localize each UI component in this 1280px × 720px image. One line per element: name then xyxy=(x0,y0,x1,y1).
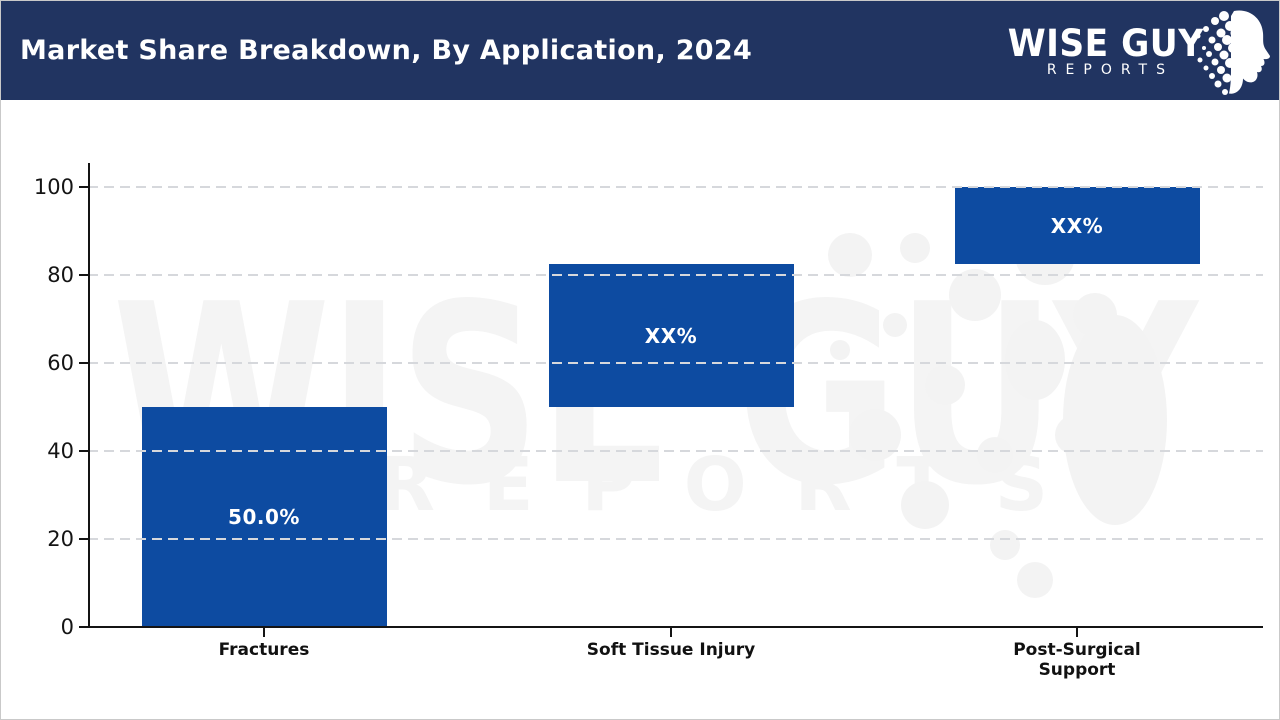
wiseguy-face-icon xyxy=(1195,10,1270,95)
bar-value-label: XX% xyxy=(1050,213,1104,238)
y-axis-tick xyxy=(79,626,88,628)
logo-wordmark: WISE GUY xyxy=(1008,22,1204,65)
gridline xyxy=(88,274,1263,276)
y-axis-tick-label: 60 xyxy=(47,351,74,375)
y-axis-tick-label: 80 xyxy=(47,263,74,287)
y-axis-tick-label: 0 xyxy=(60,615,74,639)
wiseguy-logo: WISE GUY REPORTS xyxy=(1008,0,1270,100)
y-axis-tick xyxy=(79,274,88,276)
y-axis-tick-label: 40 xyxy=(47,439,74,463)
category-label: Fractures xyxy=(218,640,310,660)
y-axis-tick xyxy=(79,186,88,188)
category-label: Soft Tissue Injury xyxy=(586,640,756,660)
y-axis-tick-label: 100 xyxy=(33,175,74,199)
bar-segment: XX% xyxy=(548,264,794,407)
x-axis-tick xyxy=(263,628,265,637)
bar-value-label: 50.0% xyxy=(228,505,300,529)
y-axis-tick xyxy=(79,362,88,364)
gridline xyxy=(88,186,1263,188)
y-axis-tick xyxy=(79,450,88,452)
gridline xyxy=(88,362,1263,364)
y-axis-tick xyxy=(79,538,88,540)
gridline xyxy=(88,450,1263,452)
gridline xyxy=(88,538,1263,540)
bar-value-label: XX% xyxy=(644,323,698,348)
x-axis-tick xyxy=(670,628,672,637)
category-label: Post-Surgical Support xyxy=(1013,640,1141,680)
header-bar: Market Share Breakdown, By Application, … xyxy=(0,0,1280,100)
x-axis-line xyxy=(88,626,1263,628)
bar-segment: XX% xyxy=(954,187,1200,264)
bar-segment: 50.0% xyxy=(141,407,387,627)
y-axis-line xyxy=(88,163,90,628)
logo-subtext: REPORTS xyxy=(1046,62,1174,78)
y-axis-tick-label: 20 xyxy=(47,527,74,551)
page-title: Market Share Breakdown, By Application, … xyxy=(20,34,753,66)
x-axis-tick xyxy=(1076,628,1078,637)
